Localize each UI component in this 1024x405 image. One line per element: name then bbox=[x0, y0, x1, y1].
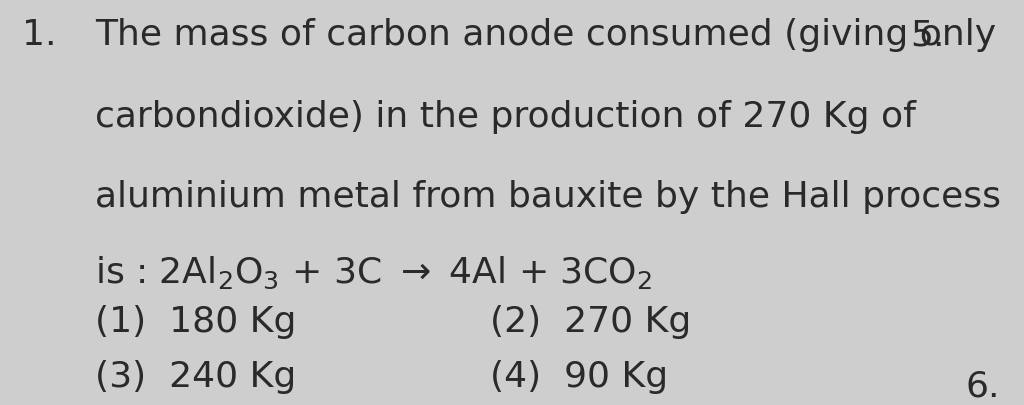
Text: 1.: 1. bbox=[22, 18, 56, 52]
Text: carbondioxide) in the production of 270 Kg of: carbondioxide) in the production of 270 … bbox=[95, 100, 915, 134]
Text: (1)  180 Kg: (1) 180 Kg bbox=[95, 304, 296, 338]
Text: The mass of carbon anode consumed (giving only: The mass of carbon anode consumed (givin… bbox=[95, 18, 996, 52]
Text: aluminium metal from bauxite by the Hall process: aluminium metal from bauxite by the Hall… bbox=[95, 179, 1001, 213]
Text: (3)  240 Kg: (3) 240 Kg bbox=[95, 359, 296, 393]
Text: 6.: 6. bbox=[966, 369, 1000, 403]
Text: is : $\mathregular{2Al_2O_3}$ + 3C $\rightarrow$ 4Al + $\mathregular{3CO_2}$: is : $\mathregular{2Al_2O_3}$ + 3C $\rig… bbox=[95, 254, 652, 290]
Text: (2)  270 Kg: (2) 270 Kg bbox=[490, 304, 691, 338]
Text: 5.: 5. bbox=[910, 18, 944, 52]
Text: (4)  90 Kg: (4) 90 Kg bbox=[490, 359, 668, 393]
